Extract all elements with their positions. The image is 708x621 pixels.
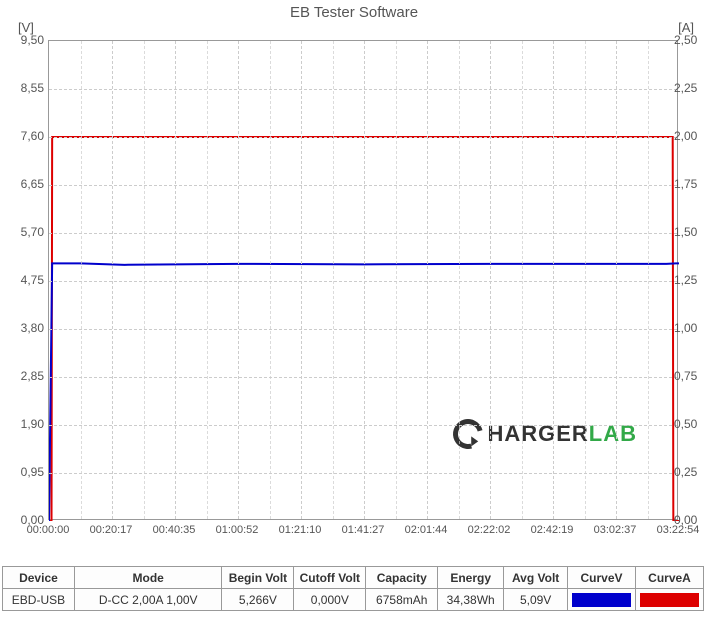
x-tick: 03:02:37 <box>594 524 637 536</box>
grid-line-v-minor <box>522 41 523 519</box>
table-header-cell: CurveA <box>636 567 704 589</box>
cell-cutoff-volt: 0,000V <box>294 589 366 611</box>
y-left-tick: 5,70 <box>8 225 44 239</box>
cell-capacity: 6758mAh <box>366 589 438 611</box>
grid-line-v <box>427 41 428 519</box>
chart-title: EB Tester Software <box>0 0 708 23</box>
grid-line-v <box>364 41 365 519</box>
y-left-tick: 8,55 <box>8 81 44 95</box>
data-table: DeviceModeBegin VoltCutoff VoltCapacityE… <box>2 566 704 611</box>
y-right-tick: 1,25 <box>674 273 704 287</box>
x-tick: 01:41:27 <box>342 524 385 536</box>
curve-a-swatch <box>640 593 699 607</box>
cell-curve-a <box>636 589 704 611</box>
x-tick: 00:20:17 <box>90 524 133 536</box>
grid-line-v <box>112 41 113 519</box>
cell-device: EBD-USB <box>3 589 75 611</box>
x-tick: 01:21:10 <box>279 524 322 536</box>
cell-begin-volt: 5,266V <box>222 589 294 611</box>
plot-area: HARGERLAB <box>48 40 678 520</box>
x-tick: 02:01:44 <box>405 524 448 536</box>
curve-v-swatch <box>572 593 631 607</box>
grid-line-v-minor <box>585 41 586 519</box>
y-right-tick: 2,00 <box>674 129 704 143</box>
y-left-tick: 2,85 <box>8 369 44 383</box>
grid-line-v <box>175 41 176 519</box>
y-right-tick: 0,50 <box>674 417 704 431</box>
cell-mode: D-CC 2,00A 1,00V <box>74 589 222 611</box>
chargerlab-logo: HARGERLAB <box>453 419 637 449</box>
table-header-cell: Avg Volt <box>504 567 568 589</box>
y-left-tick: 3,80 <box>8 321 44 335</box>
y-left-tick: 0,95 <box>8 465 44 479</box>
y-left-tick: 7,60 <box>8 129 44 143</box>
grid-line-v-minor <box>648 41 649 519</box>
cell-curve-v <box>568 589 636 611</box>
y-left-tick: 6,65 <box>8 177 44 191</box>
x-tick: 02:42:19 <box>531 524 574 536</box>
logo-c-icon <box>448 414 489 455</box>
table-header-cell: Device <box>3 567 75 589</box>
cell-avg-volt: 5,09V <box>504 589 568 611</box>
x-tick: 02:22:02 <box>468 524 511 536</box>
y-right-tick: 2,50 <box>674 33 704 47</box>
y-right-tick: 1,50 <box>674 225 704 239</box>
grid-line-v-minor <box>81 41 82 519</box>
grid-line-v-minor <box>207 41 208 519</box>
table-header-cell: Mode <box>74 567 222 589</box>
grid-line-v <box>616 41 617 519</box>
grid-line-v-minor <box>459 41 460 519</box>
y-left-tick: 9,50 <box>8 33 44 47</box>
y-right-tick: 0,75 <box>674 369 704 383</box>
grid-line-v <box>553 41 554 519</box>
table-header-cell: CurveV <box>568 567 636 589</box>
x-tick: 00:00:00 <box>27 524 70 536</box>
table-header-row: DeviceModeBegin VoltCutoff VoltCapacityE… <box>3 567 704 589</box>
grid-line-v <box>301 41 302 519</box>
grid-line-v-minor <box>396 41 397 519</box>
grid-line-v-minor <box>270 41 271 519</box>
table-row: EBD-USB D-CC 2,00A 1,00V 5,266V 0,000V 6… <box>3 589 704 611</box>
table-header-cell: Begin Volt <box>222 567 294 589</box>
table-header-cell: Energy <box>438 567 504 589</box>
table-header-cell: Cutoff Volt <box>294 567 366 589</box>
y-left-tick: 4,75 <box>8 273 44 287</box>
y-right-tick: 2,25 <box>674 81 704 95</box>
y-right-tick: 1,75 <box>674 177 704 191</box>
cell-energy: 34,38Wh <box>438 589 504 611</box>
y-right-tick: 1,00 <box>674 321 704 335</box>
grid-line-v <box>490 41 491 519</box>
x-tick: 03:22:54 <box>657 524 700 536</box>
grid-line-v <box>238 41 239 519</box>
y-right-tick: 0,25 <box>674 465 704 479</box>
chart-container: EB Tester Software [V] [A] ZKETECH HARGE… <box>0 0 708 566</box>
y-left-tick: 1,90 <box>8 417 44 431</box>
table-header-cell: Capacity <box>366 567 438 589</box>
x-tick: 01:00:52 <box>216 524 259 536</box>
x-tick: 00:40:35 <box>153 524 196 536</box>
grid-line-v-minor <box>333 41 334 519</box>
grid-line-v-minor <box>144 41 145 519</box>
